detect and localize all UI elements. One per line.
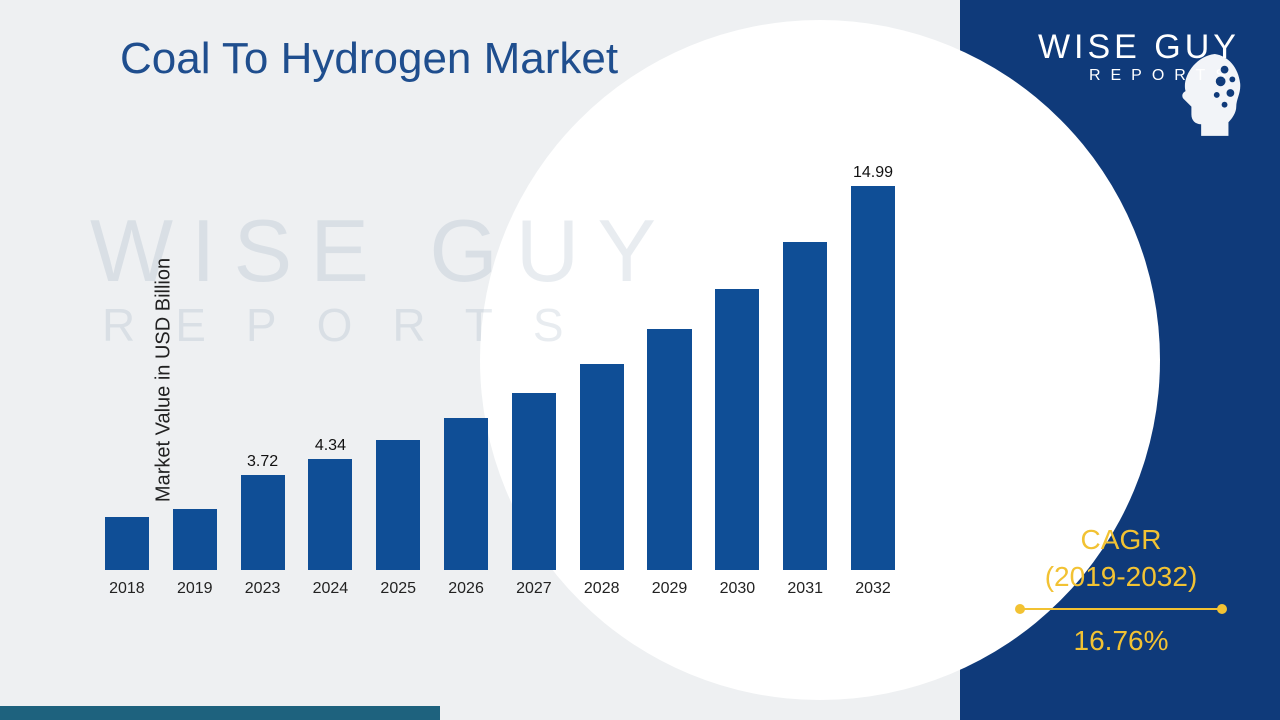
- infographic-canvas: WISE GUY REPORTS WISE GUY REPORTS Coal T…: [0, 0, 1280, 720]
- chart-title: Coal To Hydrogen Market: [120, 34, 618, 84]
- footer-accent-bar: [0, 706, 440, 720]
- bar-2030: [710, 267, 764, 570]
- cagr-value: 16.76%: [996, 622, 1246, 660]
- bars-container: 3.72 4.34 14.99: [100, 160, 900, 570]
- bar-rect: [308, 459, 352, 570]
- bar-rect: [512, 393, 556, 570]
- x-tick-label: 2026: [439, 580, 493, 598]
- bar-2025: [371, 418, 425, 570]
- bar-rect: [173, 509, 217, 571]
- x-tick-label: 2023: [236, 580, 290, 598]
- head-silhouette-icon: [1168, 50, 1246, 138]
- cagr-period: (2019-2032): [996, 558, 1246, 596]
- x-tick-label: 2025: [371, 580, 425, 598]
- bar-2023: 3.72: [236, 453, 290, 570]
- bar-rect: [105, 517, 149, 570]
- x-tick-label: 2031: [778, 580, 832, 598]
- x-tick-label: 2018: [100, 580, 154, 598]
- bar-rect: [580, 364, 624, 570]
- cagr-label: CAGR: [996, 521, 1246, 559]
- bar-2026: [439, 396, 493, 570]
- bar-rect: [444, 418, 488, 570]
- bar-rect: [715, 289, 759, 570]
- bar-chart: Market Value in USD Billion 3.724.3414.9…: [70, 160, 900, 600]
- bar-2031: [778, 220, 832, 570]
- bar-2024: 4.34: [303, 437, 357, 570]
- brand-logo: WISE GUY REPORTS: [1038, 28, 1240, 85]
- bar-rect: [783, 242, 827, 570]
- x-tick-label: 2027: [507, 580, 561, 598]
- bar-value-label: 4.34: [315, 437, 346, 455]
- bar-rect: [241, 475, 285, 570]
- bar-2029: [643, 307, 697, 570]
- x-tick-label: 2030: [710, 580, 764, 598]
- bar-value-label: 14.99: [853, 164, 893, 182]
- x-tick-label: 2019: [168, 580, 222, 598]
- bar-rect: [851, 186, 895, 570]
- x-tick-label: 2032: [846, 580, 900, 598]
- bar-value-label: 3.72: [247, 453, 278, 471]
- bar-rect: [647, 329, 691, 570]
- bar-2018: [100, 495, 154, 570]
- cagr-divider: [1020, 608, 1222, 610]
- bar-rect: [376, 440, 420, 570]
- bar-2032: 14.99: [846, 164, 900, 570]
- cagr-box: CAGR (2019-2032) 16.76%: [996, 521, 1246, 660]
- bar-2028: [575, 342, 629, 570]
- plot-area: 3.72 4.34 14.99: [100, 160, 900, 570]
- bar-2019: [168, 487, 222, 571]
- x-tick-label: 2029: [643, 580, 697, 598]
- x-axis-labels: 2018 2019 2023 2024 2025 2026 2027 2028 2029 2030…: [100, 580, 900, 598]
- x-tick-label: 2024: [303, 580, 357, 598]
- x-tick-label: 2028: [575, 580, 629, 598]
- bar-2027: [507, 371, 561, 570]
